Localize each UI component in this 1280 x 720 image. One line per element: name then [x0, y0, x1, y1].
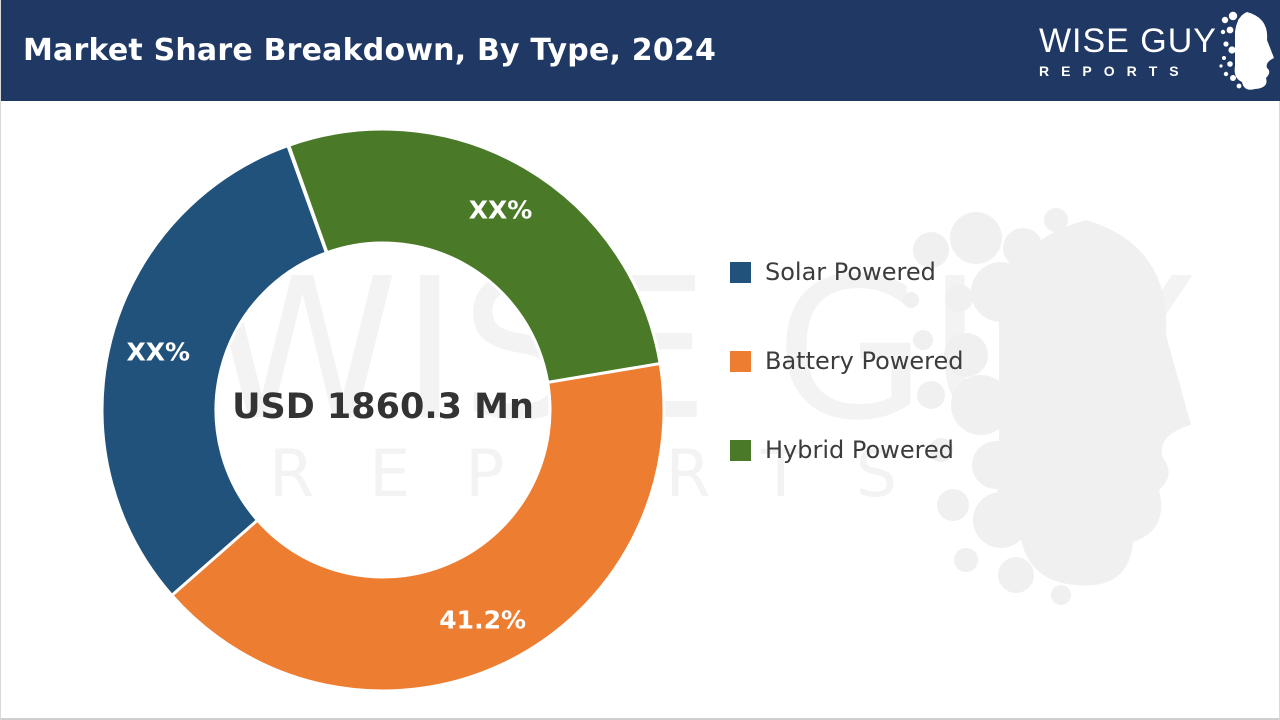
legend-swatch-icon [730, 350, 751, 372]
legend-label: Battery Powered [765, 347, 964, 375]
chart-legend: Solar Powered Battery Powered Hybrid Pow… [730, 258, 964, 525]
brand-face-icon [1219, 11, 1274, 90]
legend-swatch-icon [730, 261, 751, 283]
header-bar: Market Share Breakdown, By Type, 2024 WI… [1, 0, 1280, 101]
slice-hybrid-powered[interactable] [286, 127, 662, 385]
page-title: Market Share Breakdown, By Type, 2024 [23, 33, 717, 68]
chart-center-value: USD 1860.3 Mn [232, 387, 534, 427]
slice-label-solar-powered: XX% [126, 337, 191, 367]
legend-item-solar-powered[interactable]: Solar Powered [730, 258, 964, 286]
slice-label-hybrid-powered: XX% [468, 195, 533, 225]
legend-label: Solar Powered [765, 258, 936, 286]
brand-logo: WISE GUY REPORTS [1039, 24, 1217, 79]
slice-label-battery-powered: 41.2% [439, 605, 527, 634]
slice-battery-powered[interactable] [169, 361, 666, 693]
legend-item-battery-powered[interactable]: Battery Powered [730, 347, 964, 375]
brand-name: WISE GUY [1038, 22, 1217, 60]
legend-label: Hybrid Powered [765, 436, 954, 464]
legend-item-hybrid-powered[interactable]: Hybrid Powered [730, 436, 964, 464]
watermark-head-icon [903, 208, 1191, 605]
legend-swatch-icon [730, 439, 751, 461]
slice-solar-powered[interactable] [100, 143, 329, 598]
brand-tagline: REPORTS [1038, 63, 1191, 79]
